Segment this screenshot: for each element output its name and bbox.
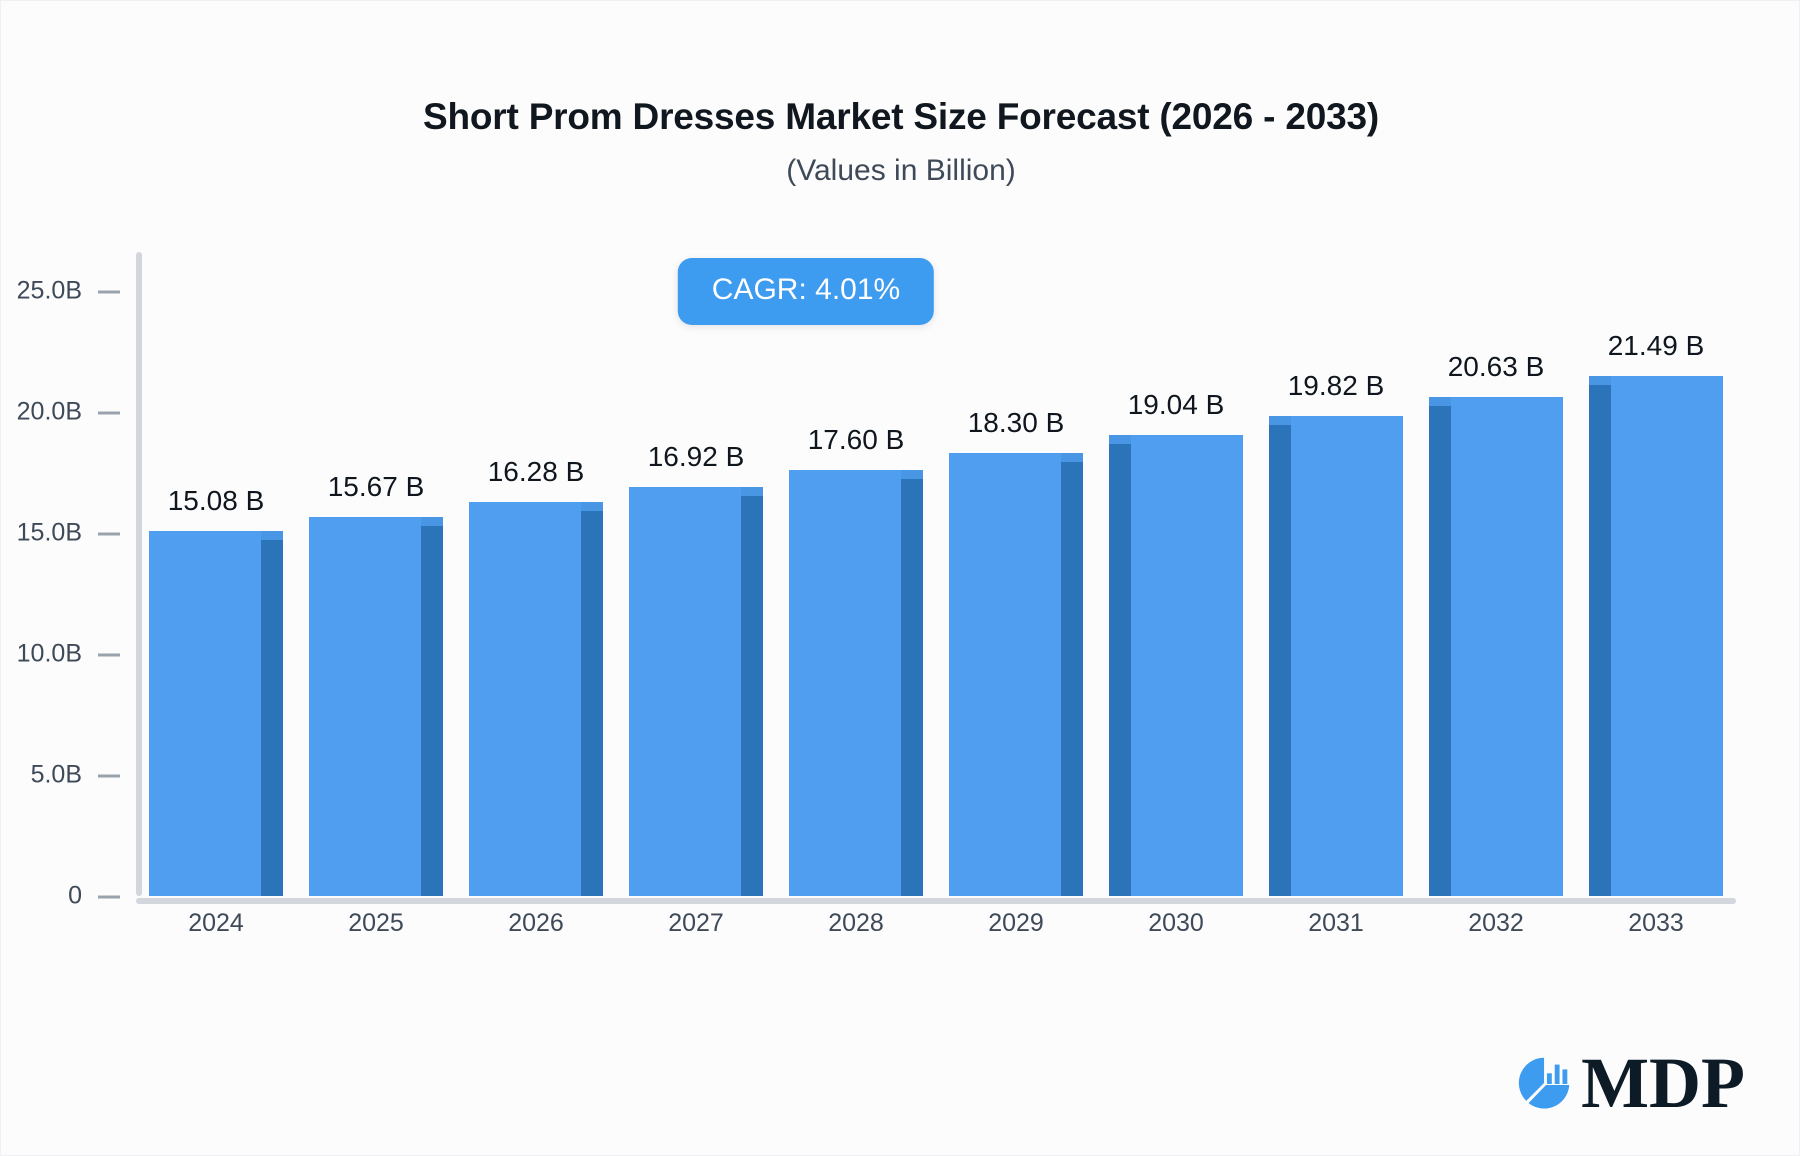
chart-header: Short Prom Dresses Market Size Forecast … [1,96,1800,187]
bar-front-face [1611,375,1723,896]
bar-3d [1576,375,1736,896]
bar-value-label: 16.28 B [487,456,585,488]
y-axis-tick-label: 0 [68,881,82,910]
bar-side-face [901,479,923,896]
bar-front-face [789,470,901,896]
bar-side-face [1269,425,1291,896]
bar-front-face [1451,396,1563,896]
y-axis-tick: 25.0B [0,277,132,306]
x-axis-tick-label: 2025 [348,909,404,937]
bar-group[interactable]: 18.30 B 2029 [936,291,1096,937]
bar-group[interactable]: 16.92 B 2027 [616,291,776,937]
bar-front-face [629,486,741,896]
bar-side-face [1429,405,1451,896]
logo-wordmark: MDP [1581,1043,1745,1123]
x-axis-tick-label: 2026 [508,909,564,937]
bar-3d [776,470,936,896]
bar-value-label: 17.60 B [807,424,905,456]
bar-3d [136,531,296,896]
x-axis-tick-label: 2032 [1468,909,1524,937]
x-axis-tick-label: 2028 [828,909,884,937]
x-axis-tick-label: 2031 [1308,909,1364,937]
bar-3d [1096,435,1256,896]
bar-side-face [741,495,763,896]
bar-3d [296,516,456,896]
bar-front-face [949,453,1061,896]
bar-side-face [1589,384,1611,896]
y-axis-tick-mark [98,411,120,415]
bar-side-face [421,525,443,896]
bar-value-label: 16.92 B [647,440,745,472]
bar-3d [1416,396,1576,896]
bar-value-label: 19.82 B [1287,370,1385,402]
bar-side-face [581,511,603,896]
x-axis-tick-label: 2033 [1628,909,1684,937]
y-axis-tick: 15.0B [0,519,132,548]
y-axis-tick-label: 15.0B [16,518,82,547]
bar-value-label: 19.04 B [1127,389,1225,421]
page-title: Short Prom Dresses Market Size Forecast … [423,96,1379,137]
y-axis-tick: 10.0B [0,640,132,669]
bar-group[interactable]: 21.49 B 2033 [1576,291,1736,937]
bar-side-face [1109,444,1131,896]
y-axis-tick-mark [98,653,120,657]
y-axis-tick: 0 [0,882,132,911]
y-axis-tick-mark [98,774,120,778]
bar-front-face [309,516,421,896]
bar-series: 15.08 B 2024 15.67 B 2025 16.28 B 2026 16.92 B… [136,291,1736,937]
x-axis-tick-label: 2024 [188,909,244,937]
y-axis-tick-mark [98,290,120,294]
bar-3d [936,453,1096,896]
bar-group[interactable]: 20.63 B 2032 [1416,291,1576,937]
chart-subtitle: (Values in Billion) [786,153,1016,187]
x-axis-tick-label: 2029 [988,909,1044,937]
y-axis-tick-mark [98,532,120,536]
bar-value-label: 15.08 B [167,485,265,517]
y-axis-tick-mark [98,895,120,899]
bar-group[interactable]: 19.04 B 2030 [1096,291,1256,937]
cagr-badge: CAGR: 4.01% [677,258,935,325]
y-axis-tick: 20.0B [0,398,132,427]
bar-value-label: 15.67 B [327,470,425,502]
bar-front-face [149,531,261,896]
bar-3d [1256,416,1416,896]
bar-value-label: 21.49 B [1607,329,1705,361]
x-axis-tick-label: 2027 [668,909,724,937]
bar-group[interactable]: 17.60 B 2028 [776,291,936,937]
bar-group[interactable]: 15.08 B 2024 [136,291,296,937]
bar-3d [616,486,776,896]
bar-side-face [1061,462,1083,896]
bar-group[interactable]: 15.67 B 2025 [296,291,456,937]
y-axis-line [136,252,142,896]
y-axis-tick: 5.0B [0,761,132,790]
y-axis-tick-label: 10.0B [16,639,82,668]
bar-3d [456,502,616,896]
x-axis-tick-label: 2030 [1148,909,1204,937]
pie-bar-chart-icon [1518,1057,1570,1109]
y-axis-tick-label: 5.0B [30,760,82,789]
bar-value-label: 18.30 B [967,407,1065,439]
bar-group[interactable]: 19.82 B 2031 [1256,291,1416,937]
bar-value-label: 20.63 B [1447,350,1545,382]
bar-group[interactable]: 16.28 B 2026 [456,291,616,937]
y-axis-tick-label: 25.0B [16,276,82,305]
bar-side-face [261,540,283,896]
plot-area: 15.08 B 2024 15.67 B 2025 16.28 B 2026 16.92 B… [17,252,1746,937]
bar-front-face [469,502,581,896]
bar-front-face [1131,435,1243,896]
brand-logo: MDP [1515,1047,1745,1119]
bar-front-face [1291,416,1403,896]
y-axis-tick-label: 20.0B [16,397,82,426]
x-axis-line [136,898,1736,904]
